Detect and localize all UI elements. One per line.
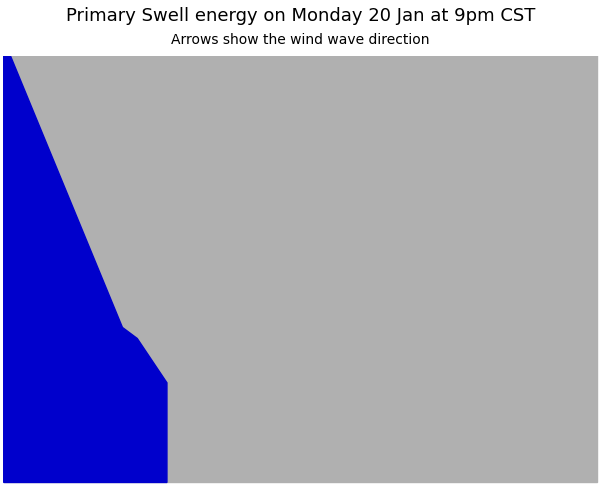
Polygon shape <box>4 40 167 483</box>
Text: Arrows show the wind wave direction: Arrows show the wind wave direction <box>171 33 430 47</box>
Polygon shape <box>4 40 597 483</box>
Text: Primary Swell energy on Monday 20 Jan at 9pm CST: Primary Swell energy on Monday 20 Jan at… <box>66 7 535 25</box>
